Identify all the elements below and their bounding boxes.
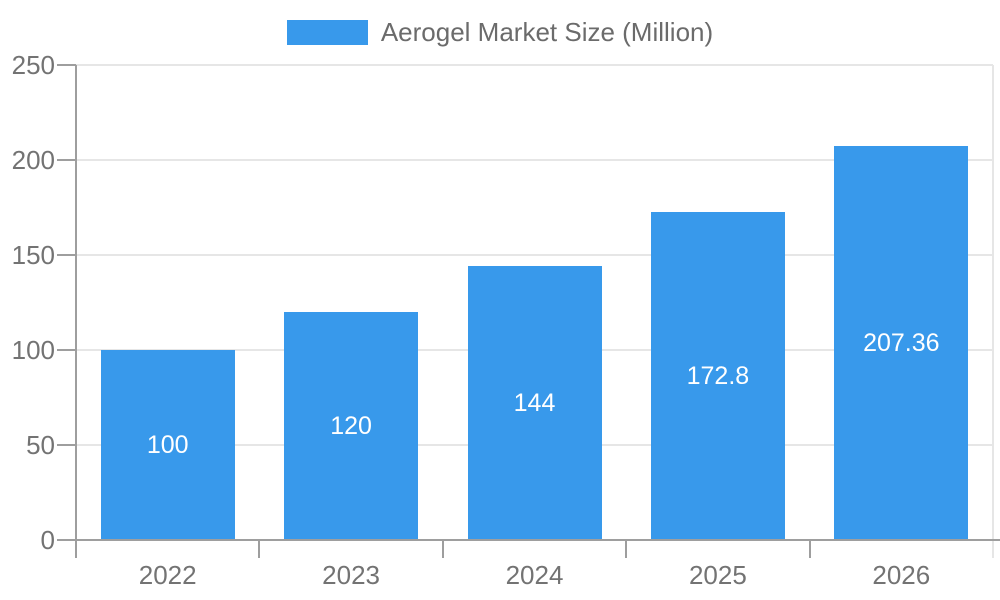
- legend-swatch: [286, 20, 368, 45]
- y-axis-label-100: 100: [11, 335, 55, 365]
- x-axis-label-2025: 2025: [688, 560, 747, 590]
- x-axis-tick-3: [625, 540, 628, 558]
- y-axis-label-0: 0: [40, 525, 55, 555]
- x-axis-label-2026: 2026: [872, 560, 931, 590]
- x-axis-tick-1: [258, 540, 261, 558]
- y-axis-label-150: 150: [11, 240, 55, 270]
- bar-value-label-2024: 144: [513, 389, 556, 418]
- legend-label: Aerogel Market Size (Million): [380, 17, 714, 47]
- gridline-250: [76, 64, 993, 66]
- bar-value-label-2022: 100: [146, 431, 189, 459]
- bar-value-label-2023: 120: [330, 412, 372, 440]
- y-axis-label-200: 200: [11, 145, 55, 175]
- y-axis-tick-50: [57, 444, 76, 446]
- x-axis-tick-2: [441, 540, 444, 558]
- x-axis-tick-4: [808, 540, 811, 558]
- bar-2023[interactable]: [284, 312, 419, 540]
- y-axis-label-50: 50: [26, 430, 55, 460]
- x-axis-label-2023: 2023: [322, 560, 380, 590]
- plot-right-border: [992, 65, 994, 558]
- y-axis-tick-250: [57, 64, 76, 66]
- bar-2025[interactable]: [650, 211, 785, 540]
- x-axis-line: [57, 539, 1000, 541]
- bar-value-label-2026: 207.36: [863, 329, 940, 357]
- legend[interactable]: Aerogel Market Size (Million): [0, 19, 1000, 46]
- bar-2024[interactable]: [467, 266, 602, 540]
- bar-2022[interactable]: [100, 350, 235, 540]
- bar-value-label-2025: 172.8: [686, 361, 750, 390]
- x-axis-label-2024: 2024: [505, 560, 564, 590]
- gridline-150: [76, 254, 993, 256]
- y-axis-label-250: 250: [11, 50, 55, 80]
- x-axis-label-2022: 2022: [138, 560, 197, 590]
- bar-2026[interactable]: [834, 146, 969, 540]
- y-axis-line: [75, 65, 77, 558]
- y-axis-tick-200: [57, 159, 76, 161]
- gridline-200: [76, 159, 993, 161]
- y-axis-tick-100: [57, 349, 76, 351]
- y-axis-tick-150: [57, 254, 76, 256]
